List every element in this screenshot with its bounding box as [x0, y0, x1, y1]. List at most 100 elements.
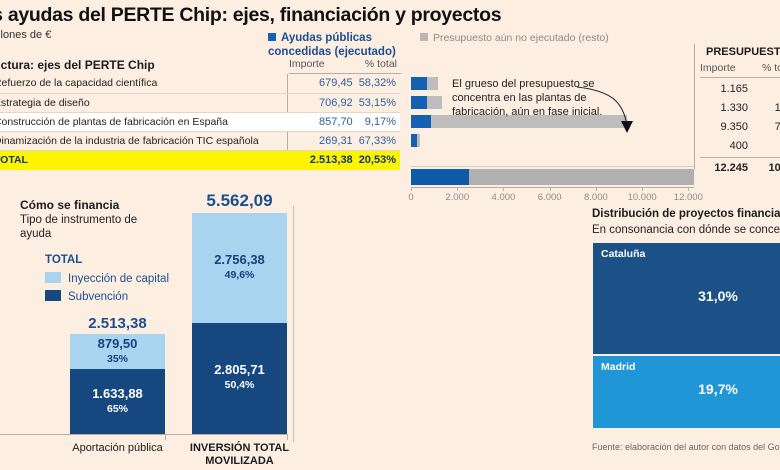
- axis-tick-label: 4.000: [491, 192, 516, 203]
- bar-row: [411, 74, 694, 93]
- budget-row-total: 12.245 100,0: [700, 159, 780, 178]
- row-importe: 679,45: [303, 74, 356, 94]
- row-pct: 9,17%: [355, 112, 400, 132]
- tile-name: Cataluña: [601, 248, 646, 260]
- budget-total-importe: 12.245: [714, 162, 748, 174]
- financing-legend-item: Inyección de capital: [45, 270, 169, 288]
- bar-segment-executed: [411, 77, 427, 90]
- column-axis-label: INVERSIÓN TOTAL MOVILIZADA: [189, 442, 290, 467]
- treemap-tile: Cataluña 31,0%: [592, 242, 780, 355]
- col-header-importe: Importe: [289, 58, 325, 70]
- legend-item-pending: Presupuesto aún no ejecutado (resto): [420, 32, 680, 44]
- budget-divider-line: [694, 44, 695, 169]
- total-bar-pending: [469, 169, 694, 185]
- column-axis-label: Aportación pública: [72, 442, 163, 454]
- financing-baseline: [0, 434, 288, 435]
- row-name: Refuerzo de la capacidad científica: [0, 74, 304, 94]
- legend-swatch-gray-icon: [420, 33, 428, 41]
- bar-row: [411, 131, 694, 150]
- legend-label: Subvención: [68, 291, 129, 303]
- treemap-divider-line: [293, 206, 294, 442]
- row-importe: 857,70: [303, 112, 356, 132]
- budget-importe: 1.330: [720, 102, 748, 114]
- treemap-tile: Madrid 19,7%: [592, 355, 780, 429]
- axes-bar-chart: [411, 74, 695, 166]
- category-tick: [165, 434, 166, 440]
- bar-chart-x-axis: 0 2.000 4.000 6.000 8.000 10.000 12.000: [408, 187, 703, 205]
- total-label: TOTAL: [0, 149, 304, 170]
- bar-segment-pending: [426, 77, 438, 90]
- bar-segment-pending: [417, 134, 421, 147]
- segment-capital-pct: 49,6%: [224, 269, 255, 282]
- financing-legend-item: Subvención: [45, 288, 169, 306]
- treemap-title: Distribución de proyectos financiados Po…: [592, 208, 780, 220]
- axis-tick-label: 6.000: [537, 192, 562, 203]
- budget-pct: 10,8: [774, 102, 780, 114]
- budget-row: 1.165 9,5: [700, 80, 780, 99]
- financing-column: 879,50 35% 1.633,88 65%: [70, 334, 165, 434]
- axis-tick-label: 0: [408, 192, 414, 203]
- budget-pct: 9,5: [752, 83, 780, 95]
- legend-label-pending: Presupuesto aún no ejecutado (resto): [433, 32, 609, 44]
- axis-tick: [549, 187, 551, 191]
- row-pct: 67,33%: [355, 131, 400, 151]
- financing-chart: Cómo se financia Tipo de instrumento de …: [0, 191, 290, 470]
- axis-tick-label: 12.000: [673, 192, 703, 203]
- budget-pct: 76,3: [774, 121, 780, 133]
- table-row: IVDinamización de la industria de fabric…: [0, 131, 400, 151]
- budget-importe: 9.350: [720, 121, 748, 133]
- bar-row: [411, 112, 694, 131]
- financing-legend-title: TOTAL: [45, 254, 83, 266]
- segment-subvencion: 2.805,71 50,4%: [192, 322, 287, 434]
- budget-total-pct: 100,0: [768, 162, 780, 174]
- total-pct: 20,53%: [355, 149, 400, 170]
- axis-tick: [595, 187, 597, 191]
- row-importe: 706,92: [303, 93, 356, 113]
- axes-table-caption: Estructura: ejes del PERTE Chip: [0, 58, 155, 72]
- row-name: Estrategia de diseño: [0, 93, 304, 113]
- column-total-label: 2.513,38: [88, 315, 147, 333]
- legend-swatch-icon: [45, 290, 61, 301]
- row-name: Dinamización de la industria de fabricac…: [0, 131, 304, 151]
- column-total-label: 5.562,09: [206, 191, 273, 211]
- category-tick: [287, 434, 288, 440]
- legend-label-executed: Ayudas públicas concedidas (ejecutado): [268, 32, 396, 58]
- segment-capital-value: 2.756,38: [214, 252, 265, 268]
- col-header-pct: % total: [364, 58, 397, 70]
- segment-subvencion-value: 1.633,88: [92, 385, 143, 401]
- budget-row: 400 3,2: [700, 137, 780, 156]
- axis-tick-label: 2.000: [445, 192, 470, 203]
- budget-col-pct: % total: [762, 62, 780, 74]
- row-pct: 53,15%: [355, 93, 400, 113]
- axis-tick-label: 10.000: [627, 192, 657, 203]
- bar-segment-pending: [430, 115, 628, 128]
- row-importe: 269,31: [303, 131, 356, 151]
- legend-item-executed: Ayudas públicas concedidas (ejecutado): [268, 32, 408, 59]
- total-bar-executed: [411, 169, 470, 185]
- bar-row: [411, 93, 694, 112]
- total-bar-rule: [411, 166, 694, 167]
- treemap-subtitle: En consonancia con dónde se concentra la…: [592, 224, 780, 236]
- segment-capital: 879,50 35%: [70, 334, 165, 370]
- axis-tick: [503, 187, 505, 191]
- segment-subvencion: 1.633,88 65%: [70, 369, 165, 434]
- tile-value: 19,7%: [698, 381, 738, 397]
- budget-importe: 400: [729, 140, 748, 152]
- axis-tick: [457, 187, 459, 191]
- table-row: IRefuerzo de la capacidad científica679,…: [0, 74, 400, 94]
- budget-row: 9.350 76,3: [700, 118, 780, 137]
- legend-swatch-icon: [45, 272, 61, 283]
- bar-segment-executed: [411, 96, 428, 109]
- budget-pct: 3,2: [752, 140, 780, 152]
- legend-label: Inyección de capital: [68, 273, 170, 285]
- financing-column: 2.756,38 49,6% 2.805,71 50,4%: [192, 213, 287, 434]
- bar-segment-pending: [427, 96, 442, 109]
- segment-capital-value: 879,50: [97, 335, 138, 351]
- annotation-arrow-icon: [576, 86, 633, 133]
- tile-name: Madrid: [601, 361, 636, 373]
- axis-tick: [411, 187, 412, 191]
- chart-annotation: El grueso del presupuesto se concentra e…: [452, 78, 603, 118]
